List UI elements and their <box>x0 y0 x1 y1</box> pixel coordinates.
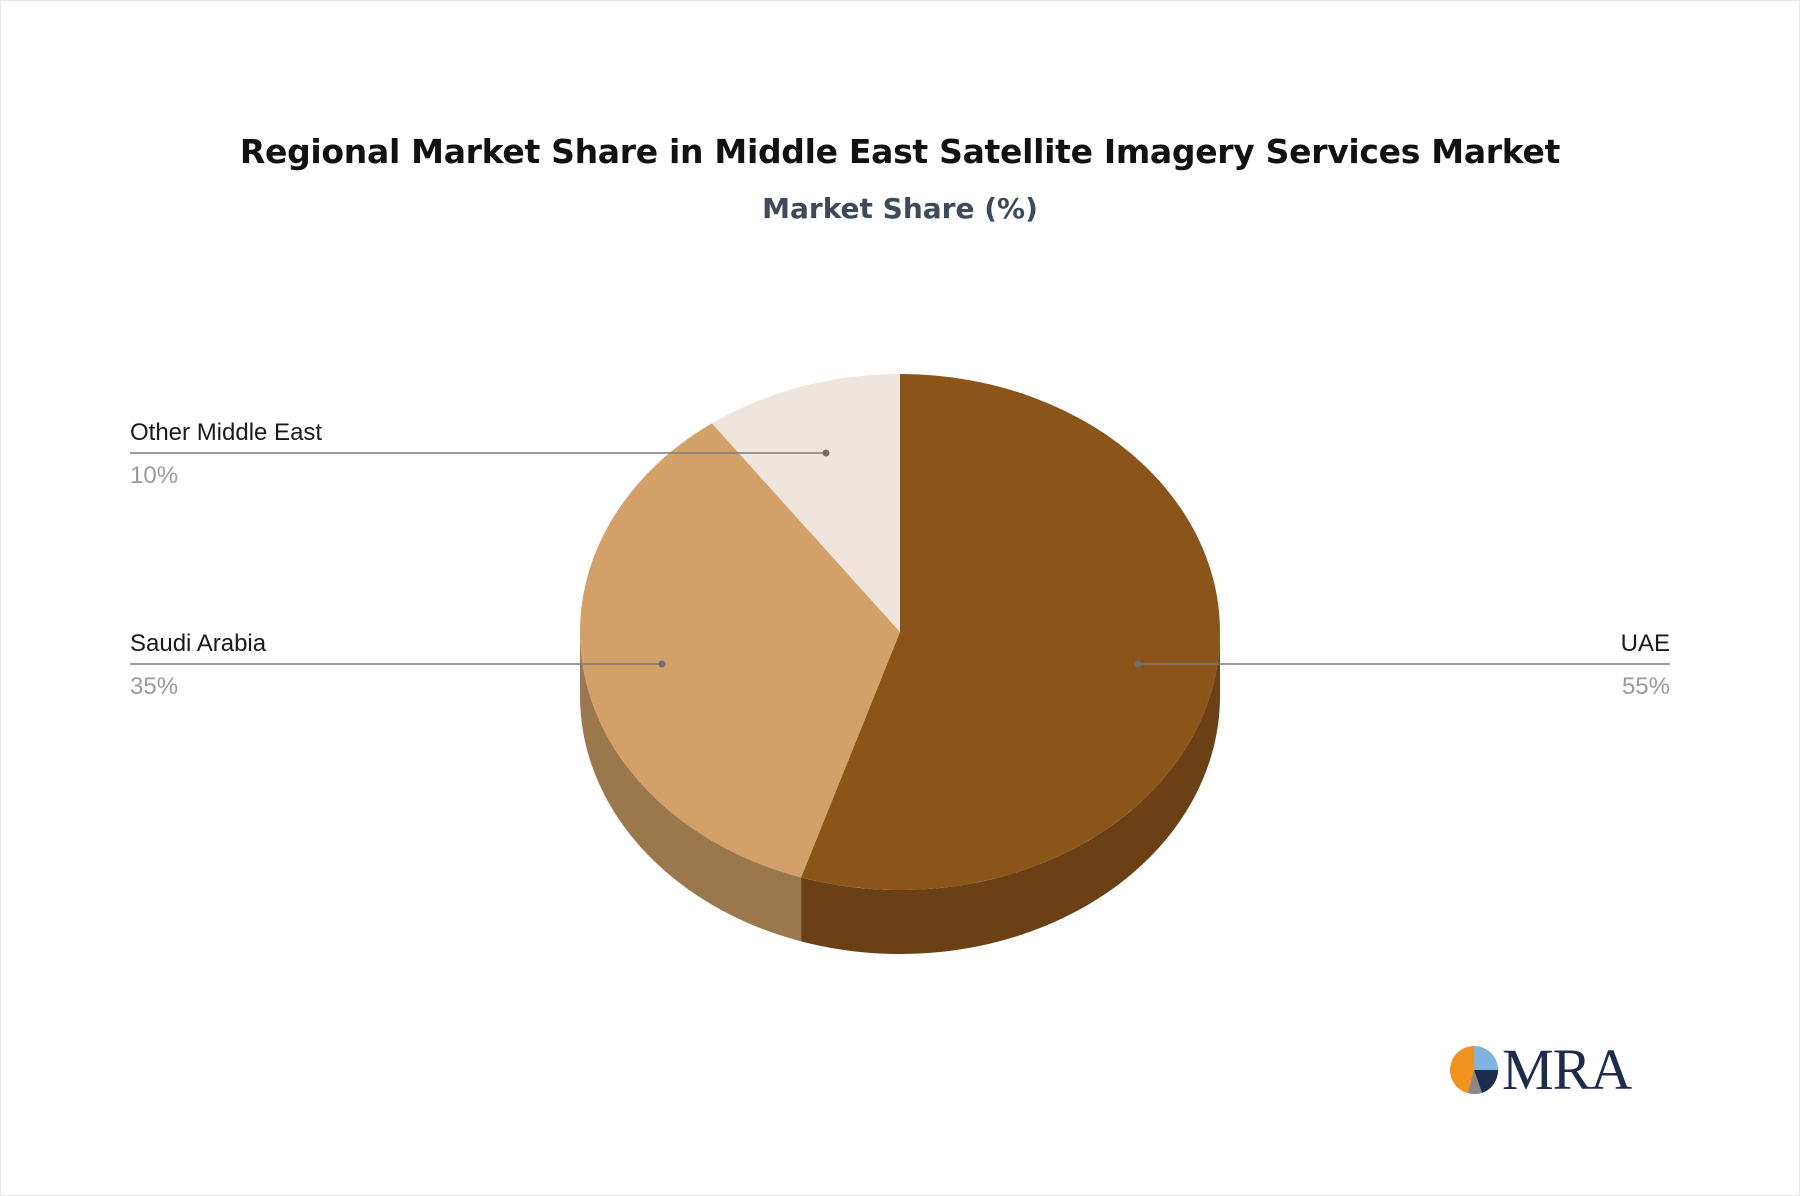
chart-title: Regional Market Share in Middle East Sat… <box>239 132 1561 171</box>
chart-subtitle: Market Share (%) <box>762 192 1038 225</box>
logo-icon <box>1450 1046 1499 1095</box>
slice-label-uae: UAE <box>1621 630 1670 657</box>
mra-logo: MRA <box>1448 1038 1638 1102</box>
pie-slice-other-middle-east[interactable] <box>711 374 900 632</box>
slice-value-uae: 55% <box>1622 673 1670 700</box>
slice-label-other-middle-east: Other Middle East <box>130 419 322 446</box>
slice-label-saudi-arabia: Saudi Arabia <box>130 630 267 657</box>
leader-dot-uae <box>1134 660 1142 668</box>
leader-dot-saudi-arabia <box>658 660 666 668</box>
pie-slice-saudi-arabia[interactable] <box>580 423 900 878</box>
pie-side-saudi-arabia <box>580 632 802 942</box>
leader-dot-other-middle-east <box>822 449 830 457</box>
slice-value-other-middle-east: 10% <box>130 462 178 489</box>
slice-value-saudi-arabia: 35% <box>130 673 178 700</box>
pie-slice-uae[interactable] <box>801 374 1220 890</box>
logo-text: MRA <box>1502 1037 1632 1102</box>
pie-side-uae <box>801 632 1220 954</box>
